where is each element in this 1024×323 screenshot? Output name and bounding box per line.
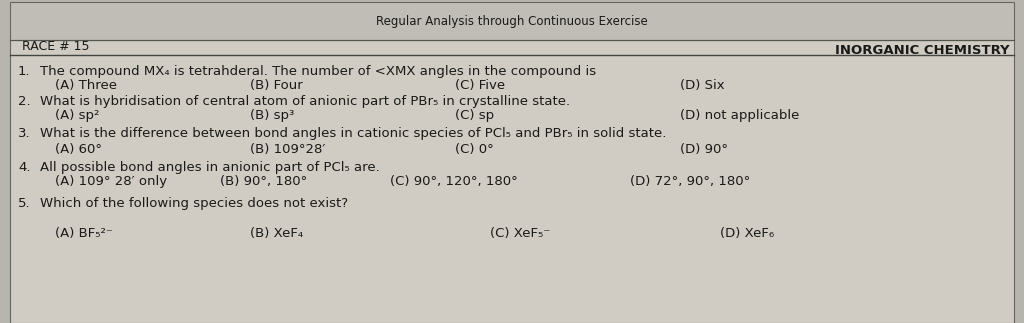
Text: 4.: 4. — [18, 161, 31, 174]
Text: RACE # 15: RACE # 15 — [22, 40, 89, 54]
Text: (D) 90°: (D) 90° — [680, 143, 728, 156]
Text: (A) sp²: (A) sp² — [55, 109, 99, 122]
Text: (A) 109° 28′ only: (A) 109° 28′ only — [55, 175, 167, 188]
Text: Which of the following species does not exist?: Which of the following species does not … — [40, 197, 348, 210]
Text: (C) 90°, 120°, 180°: (C) 90°, 120°, 180° — [390, 175, 518, 188]
Text: (C) sp: (C) sp — [455, 109, 495, 122]
Text: (D) 72°, 90°, 180°: (D) 72°, 90°, 180° — [630, 175, 751, 188]
Text: (B) 109°28′: (B) 109°28′ — [250, 143, 326, 156]
Text: (B) Four: (B) Four — [250, 79, 303, 92]
Text: 2.: 2. — [18, 95, 31, 108]
Text: (D) Six: (D) Six — [680, 79, 725, 92]
Bar — [10, 40, 1014, 323]
Text: (A) Three: (A) Three — [55, 79, 117, 92]
Text: 1.: 1. — [18, 65, 31, 78]
Text: (A) 60°: (A) 60° — [55, 143, 102, 156]
Text: (B) sp³: (B) sp³ — [250, 109, 294, 122]
Text: What is hybridisation of central atom of anionic part of PBr₅ in crystalline sta: What is hybridisation of central atom of… — [40, 95, 570, 108]
Text: (B) 90°, 180°: (B) 90°, 180° — [220, 175, 307, 188]
Text: (C) XeF₅⁻: (C) XeF₅⁻ — [490, 227, 550, 240]
Text: (A) BF₅²⁻: (A) BF₅²⁻ — [55, 227, 113, 240]
Text: The compound MX₄ is tetrahderal. The number of <XMX angles in the compound is: The compound MX₄ is tetrahderal. The num… — [40, 65, 596, 78]
Text: All possible bond angles in anionic part of PCl₅ are.: All possible bond angles in anionic part… — [40, 161, 380, 174]
Text: (C) Five: (C) Five — [455, 79, 505, 92]
Text: 5.: 5. — [18, 197, 31, 210]
Text: (B) XeF₄: (B) XeF₄ — [250, 227, 303, 240]
Text: (D) not applicable: (D) not applicable — [680, 109, 800, 122]
Bar — [10, 2, 1014, 40]
Text: 3.: 3. — [18, 127, 31, 140]
Text: INORGANIC CHEMISTRY: INORGANIC CHEMISTRY — [836, 45, 1010, 57]
Text: (D) XeF₆: (D) XeF₆ — [720, 227, 774, 240]
Text: What is the difference between bond angles in cationic species of PCl₅ and PBr₅ : What is the difference between bond angl… — [40, 127, 667, 140]
Text: Regular Analysis through Continuous Exercise: Regular Analysis through Continuous Exer… — [376, 15, 648, 27]
Text: (C) 0°: (C) 0° — [455, 143, 494, 156]
